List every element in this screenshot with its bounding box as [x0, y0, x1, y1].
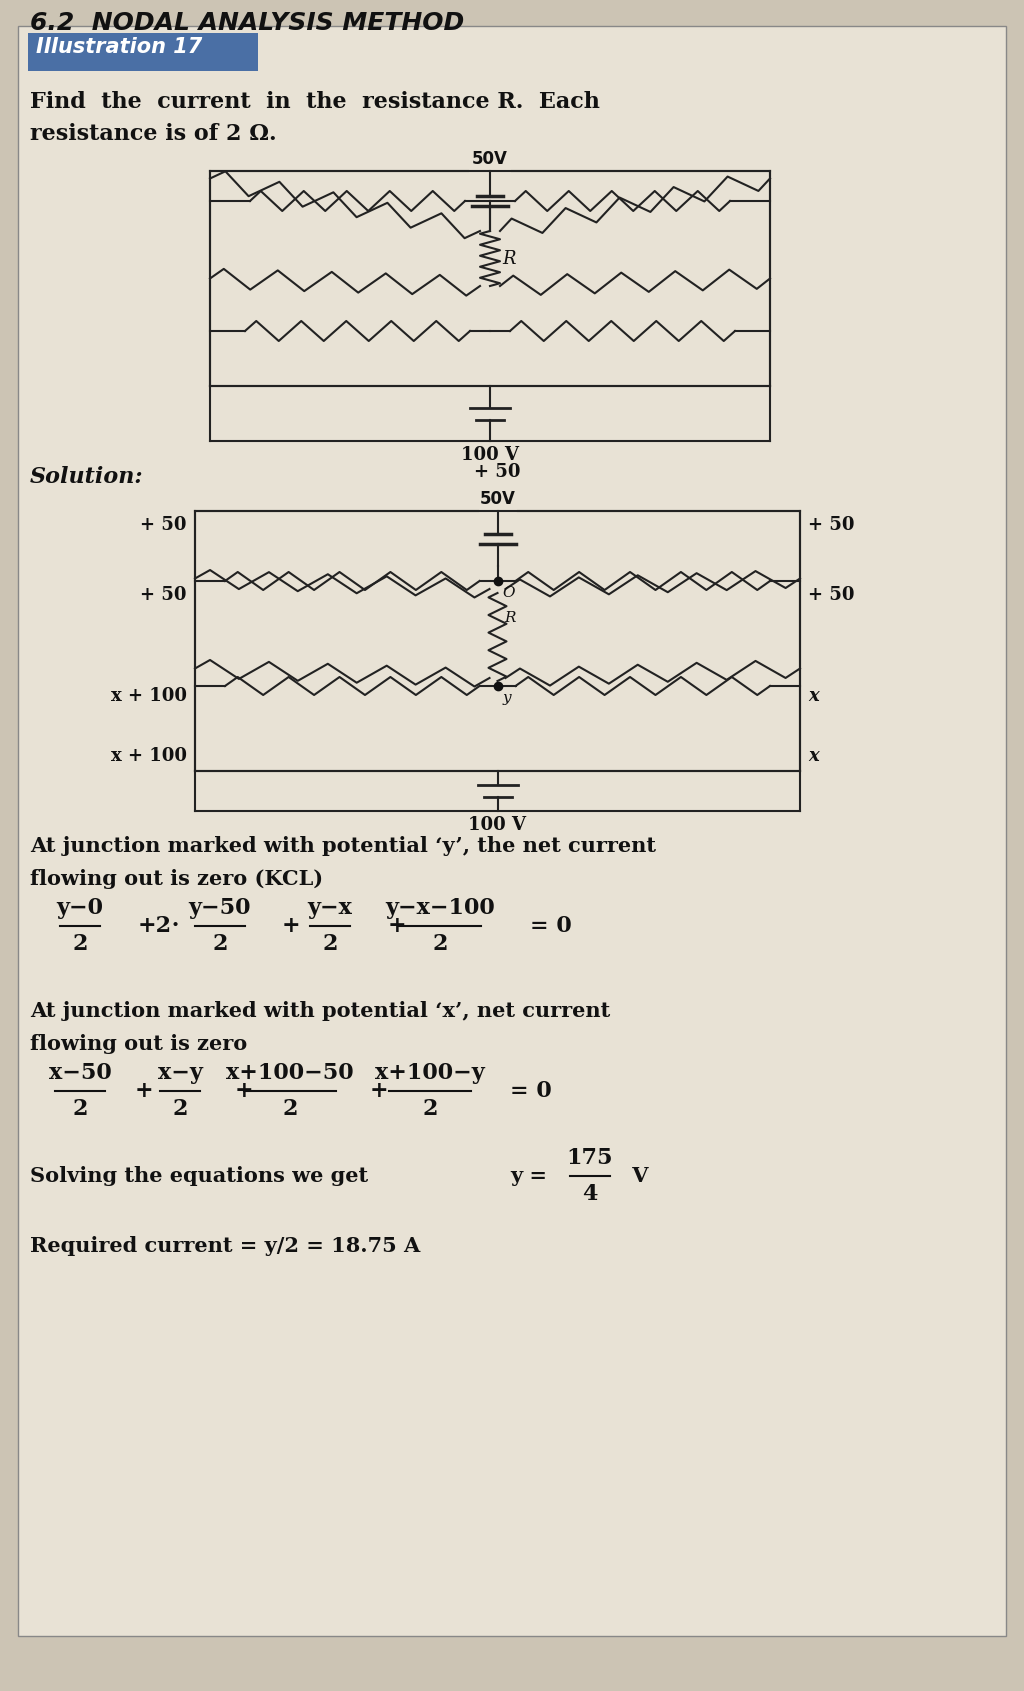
Text: At junction marked with potential ‘y’, the net current: At junction marked with potential ‘y’, t… — [30, 835, 656, 856]
Text: At junction marked with potential ‘x’, net current: At junction marked with potential ‘x’, n… — [30, 1001, 610, 1021]
Text: Find  the  current  in  the  resistance R.  Each: Find the current in the resistance R. Ea… — [30, 91, 600, 113]
Text: V: V — [625, 1167, 648, 1185]
Text: x: x — [808, 687, 819, 705]
Text: 2: 2 — [432, 933, 447, 955]
Text: x + 100: x + 100 — [111, 687, 187, 705]
Text: +: + — [234, 1081, 254, 1103]
Text: +: + — [282, 915, 301, 937]
Text: y: y — [503, 692, 511, 705]
Text: x + 100: x + 100 — [111, 747, 187, 764]
Text: 4: 4 — [583, 1184, 598, 1206]
Text: y =: y = — [510, 1167, 547, 1185]
Text: 2: 2 — [212, 933, 227, 955]
Text: + 50: + 50 — [808, 516, 854, 534]
Text: 2: 2 — [73, 933, 88, 955]
Text: 50V: 50V — [472, 150, 508, 167]
Text: y−x−100: y−x−100 — [385, 896, 495, 918]
Text: + 50: + 50 — [140, 587, 187, 604]
Text: flowing out is zero: flowing out is zero — [30, 1033, 247, 1053]
Text: 2: 2 — [283, 1097, 298, 1119]
Text: x−y: x−y — [158, 1062, 203, 1084]
Text: 100 V: 100 V — [461, 446, 519, 463]
Text: 2: 2 — [73, 1097, 88, 1119]
Text: 50V: 50V — [479, 490, 515, 507]
Text: Solving the equations we get: Solving the equations we get — [30, 1167, 383, 1185]
Text: + 50: + 50 — [140, 516, 187, 534]
Text: y−50: y−50 — [188, 896, 251, 918]
Text: +: + — [388, 915, 407, 937]
Bar — [195, 511, 800, 771]
Text: + 50: + 50 — [474, 463, 521, 480]
Text: 175: 175 — [566, 1146, 613, 1168]
Bar — [210, 171, 770, 386]
Text: y−0: y−0 — [56, 896, 103, 918]
Text: resistance is of 2 Ω.: resistance is of 2 Ω. — [30, 123, 276, 145]
Text: x−50: x−50 — [48, 1062, 112, 1084]
Text: 100 V: 100 V — [469, 817, 526, 834]
Text: = 0: = 0 — [510, 1081, 552, 1103]
Text: = 0: = 0 — [530, 915, 571, 937]
Text: 2: 2 — [323, 933, 338, 955]
Text: Required current = y/2 = 18.75 A: Required current = y/2 = 18.75 A — [30, 1236, 420, 1256]
Bar — [28, 34, 258, 71]
Text: + 50: + 50 — [808, 587, 854, 604]
Text: 2: 2 — [422, 1097, 437, 1119]
Text: flowing out is zero (KCL): flowing out is zero (KCL) — [30, 869, 324, 889]
Text: y−x: y−x — [307, 896, 352, 918]
Text: +: + — [370, 1081, 389, 1103]
Text: +2⋅: +2⋅ — [138, 915, 181, 937]
Text: x+100−y: x+100−y — [375, 1062, 485, 1084]
Text: R: R — [505, 610, 516, 626]
Text: Illustration 17: Illustration 17 — [36, 37, 203, 57]
Text: x+100−50: x+100−50 — [226, 1062, 354, 1084]
Text: x: x — [808, 747, 819, 764]
Text: O: O — [503, 587, 515, 600]
Text: Solution:: Solution: — [30, 467, 143, 489]
Text: +: + — [135, 1081, 154, 1103]
Text: 2: 2 — [172, 1097, 187, 1119]
Text: R: R — [502, 250, 515, 267]
Text: 6.2  NODAL ANALYSIS METHOD: 6.2 NODAL ANALYSIS METHOD — [30, 12, 464, 36]
